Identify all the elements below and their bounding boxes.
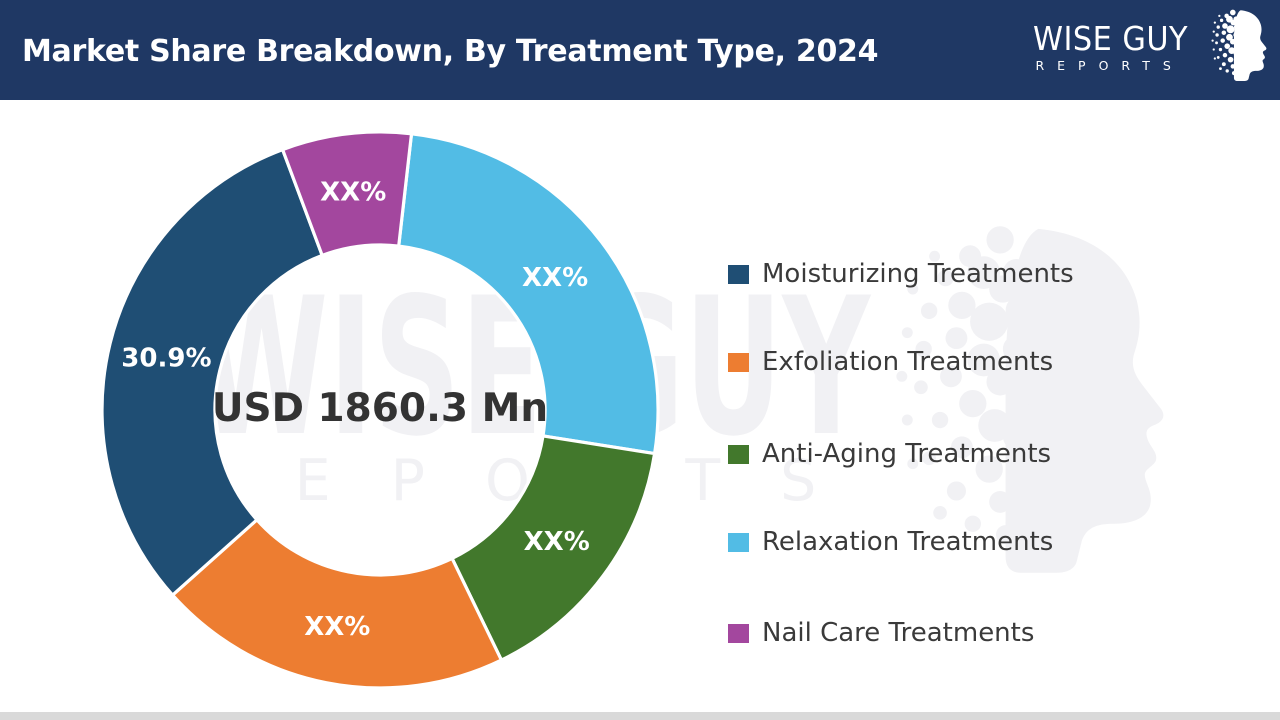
donut-segment-exfoliation-treatments — [171, 518, 503, 690]
legend-label: Exfoliation Treatments — [762, 347, 1054, 377]
donut-label-relaxation-treatments: XX% — [522, 263, 588, 293]
legend-swatch-moisturizing — [728, 264, 749, 284]
donut-label-anti-aging-treatments: XX% — [524, 527, 590, 557]
donut-segment-anti-aging-treatments — [450, 434, 657, 662]
header-bar: Market Share Breakdown, By Treatment Typ… — [0, 0, 1280, 100]
brand-logo: WISE GUY REPORTS — [1033, 8, 1270, 81]
donut-segment-relaxation-treatments — [397, 132, 660, 456]
watermark-text-line2: REPORTS — [195, 448, 876, 514]
legend-swatch-nail-care — [728, 623, 749, 643]
legend-item-exfoliation: Exfoliation Treatments — [728, 346, 1053, 378]
legend-label: Relaxation Treatments — [762, 527, 1054, 557]
legend-label: Nail Care Treatments — [762, 618, 1035, 648]
brand-logo-text: WISE GUY REPORTS — [1033, 22, 1202, 73]
donut-chart: XX% XX% XX% 30.9% XX% — [100, 130, 660, 690]
chart-legend: Moisturizing Treatments Exfoliation Trea… — [728, 0, 1148, 720]
bottom-accent-bar — [0, 712, 1280, 720]
legend-swatch-anti-aging — [728, 444, 749, 464]
brand-name: WISE GUY — [1033, 19, 1189, 58]
legend-item-moisturizing: Moisturizing Treatments — [728, 258, 1074, 290]
legend-swatch-exfoliation — [728, 352, 749, 372]
legend-item-anti-aging: Anti-Aging Treatments — [728, 438, 1051, 470]
page-title: Market Share Breakdown, By Treatment Typ… — [22, 34, 879, 69]
legend-label: Moisturizing Treatments — [762, 259, 1074, 289]
brand-face-icon — [1208, 8, 1270, 81]
legend-item-relaxation: Relaxation Treatments — [728, 526, 1053, 558]
donut-segment-moisturizing-treatments — [100, 148, 324, 597]
donut-center-value: USD 1860.3 Mn — [211, 386, 549, 431]
legend-item-nail-care: Nail Care Treatments — [728, 617, 1034, 649]
legend-label: Anti-Aging Treatments — [762, 439, 1052, 469]
donut-label-nail-care-treatments: XX% — [320, 178, 386, 208]
donut-label-exfoliation-treatments: XX% — [304, 612, 370, 642]
donut-segment-nail-care-treatments — [281, 130, 414, 257]
brand-subname: REPORTS — [1035, 58, 1184, 73]
legend-swatch-relaxation — [728, 532, 749, 552]
donut-label-moisturizing-treatments: 30.9% — [121, 343, 211, 373]
